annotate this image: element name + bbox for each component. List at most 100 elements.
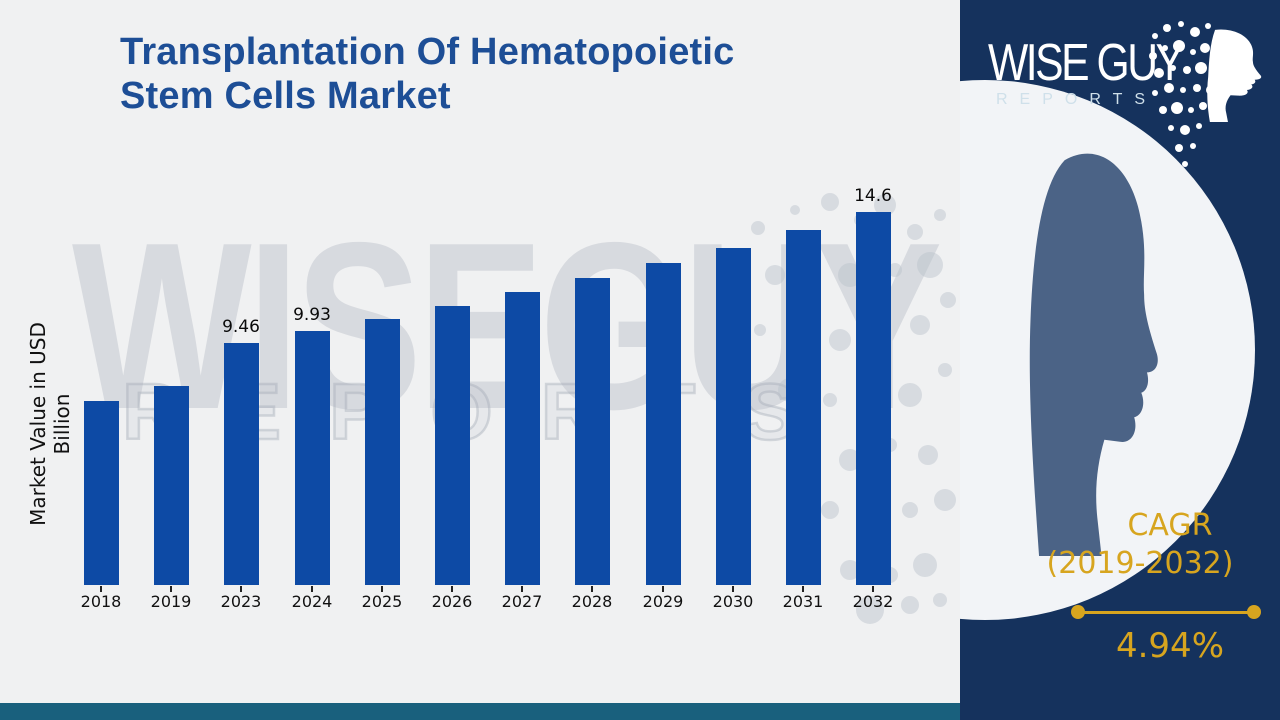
bar-2031 <box>785 230 821 585</box>
x-tick-label-2032: 2032 <box>852 592 894 611</box>
x-tick-2026 <box>451 586 453 592</box>
decorative-dot <box>1168 125 1174 131</box>
x-tick-label-2031: 2031 <box>782 592 824 611</box>
decorative-dot <box>1178 21 1184 27</box>
x-tick-label-2018: 2018 <box>80 592 122 611</box>
bar-value-label-2024: 9.93 <box>293 305 331 325</box>
bar-value-label-2032: 14.6 <box>854 186 892 206</box>
decorative-dot <box>1159 106 1167 114</box>
decorative-dot <box>1182 161 1188 167</box>
decorative-dot <box>1152 90 1158 96</box>
decorative-dot <box>1171 102 1183 114</box>
decorative-dot <box>913 553 937 577</box>
decorative-dot <box>829 329 851 351</box>
x-tick-2028 <box>591 586 593 592</box>
decorative-dot <box>790 205 800 215</box>
x-tick-label-2029: 2029 <box>642 592 684 611</box>
x-tick-label-2024: 2024 <box>291 592 333 611</box>
decorative-dot <box>1164 83 1174 93</box>
decorative-dot <box>938 363 952 377</box>
decorative-dot <box>1180 125 1190 135</box>
decorative-dot <box>1205 23 1211 29</box>
decorative-dot <box>1196 123 1202 129</box>
x-tick-label-2028: 2028 <box>571 592 613 611</box>
decorative-dot <box>898 383 922 407</box>
cagr-line <box>1078 611 1254 614</box>
decorative-dot <box>1200 43 1210 53</box>
logo-face-icon <box>1207 29 1262 122</box>
x-tick-label-2027: 2027 <box>501 592 543 611</box>
x-tick-2025 <box>381 586 383 592</box>
bar-value-label-2023: 9.46 <box>222 317 260 337</box>
bar-2019 <box>153 386 189 585</box>
decorative-dot <box>1163 24 1171 32</box>
decorative-dot <box>918 445 938 465</box>
decorative-dot <box>888 263 902 277</box>
page-title: Transplantation Of Hematopoietic Stem Ce… <box>120 30 840 118</box>
decorative-dot <box>874 194 896 216</box>
decorative-dot <box>1199 102 1207 110</box>
decorative-dot <box>856 596 884 624</box>
decorative-dot <box>934 209 946 221</box>
page-title-line1: Transplantation Of Hematopoietic <box>120 31 735 73</box>
decorative-dot <box>1193 84 1201 92</box>
x-tick-2030 <box>732 586 734 592</box>
bar-2028 <box>574 278 610 585</box>
bar-2029 <box>645 263 681 585</box>
decorative-dot <box>1173 40 1185 52</box>
decorative-dot <box>821 193 839 211</box>
decorative-dot <box>1170 65 1176 71</box>
decorative-dot <box>940 292 956 308</box>
decorative-dot <box>1190 143 1196 149</box>
bar-2026 <box>434 306 470 585</box>
decorative-dot <box>934 489 956 511</box>
bar-2024 <box>294 331 330 585</box>
decorative-dot <box>765 265 785 285</box>
decorative-dot <box>840 560 860 580</box>
decorative-dot <box>1154 68 1164 78</box>
x-tick-2018 <box>100 586 102 592</box>
decorative-dot <box>917 252 943 278</box>
x-tick-2027 <box>521 586 523 592</box>
x-tick-label-2025: 2025 <box>361 592 403 611</box>
x-tick-label-2023: 2023 <box>220 592 262 611</box>
bar-2027 <box>504 292 540 585</box>
decorative-dot <box>910 315 930 335</box>
decorative-dot <box>1190 49 1196 55</box>
decorative-dot <box>821 501 839 519</box>
brand-name: WISE GUY <box>988 34 1184 92</box>
x-tick-2032 <box>872 586 874 592</box>
x-tick-2029 <box>662 586 664 592</box>
bar-2018 <box>83 401 119 585</box>
cagr-value: 4.94% <box>1115 626 1224 666</box>
decorative-dot <box>1180 87 1186 93</box>
x-tick-label-2019: 2019 <box>150 592 192 611</box>
decorative-dot <box>1183 66 1191 74</box>
bar-2023 <box>223 343 259 585</box>
decorative-dot <box>907 224 923 240</box>
decorative-dot <box>1195 62 1207 74</box>
bar-chart: 2018 2019 2023 9.46 2024 9.93 2025 2026 2027 2028… <box>80 186 894 611</box>
brand-subname: REPORTS <box>996 91 1158 108</box>
decorative-dot <box>1152 33 1158 39</box>
decorative-dot <box>823 393 837 407</box>
decorative-dot <box>933 593 947 607</box>
decorative-dot <box>1190 27 1200 37</box>
bar-2025 <box>364 319 400 585</box>
x-tick-2024 <box>311 586 313 592</box>
brand-panel: WISE GUY REPORTS CAGR (2019-2032) 4.94% <box>960 0 1280 720</box>
cagr-line-right-dot <box>1247 605 1261 619</box>
brand-logo: WISE GUY REPORTS <box>988 34 1258 109</box>
decorative-dot <box>1175 144 1183 152</box>
page-title-line2: Stem Cells Market <box>120 75 451 117</box>
bar-2032 <box>855 212 891 585</box>
decorative-dot <box>754 324 766 336</box>
decorative-dot <box>1188 107 1194 113</box>
x-tick-2023 <box>240 586 242 592</box>
decorative-dot <box>901 596 919 614</box>
cagr-range: (2019-2032) <box>1046 546 1234 581</box>
x-tick-2031 <box>802 586 804 592</box>
face-profile-graphic <box>1029 153 1158 556</box>
decorative-dot <box>751 221 765 235</box>
